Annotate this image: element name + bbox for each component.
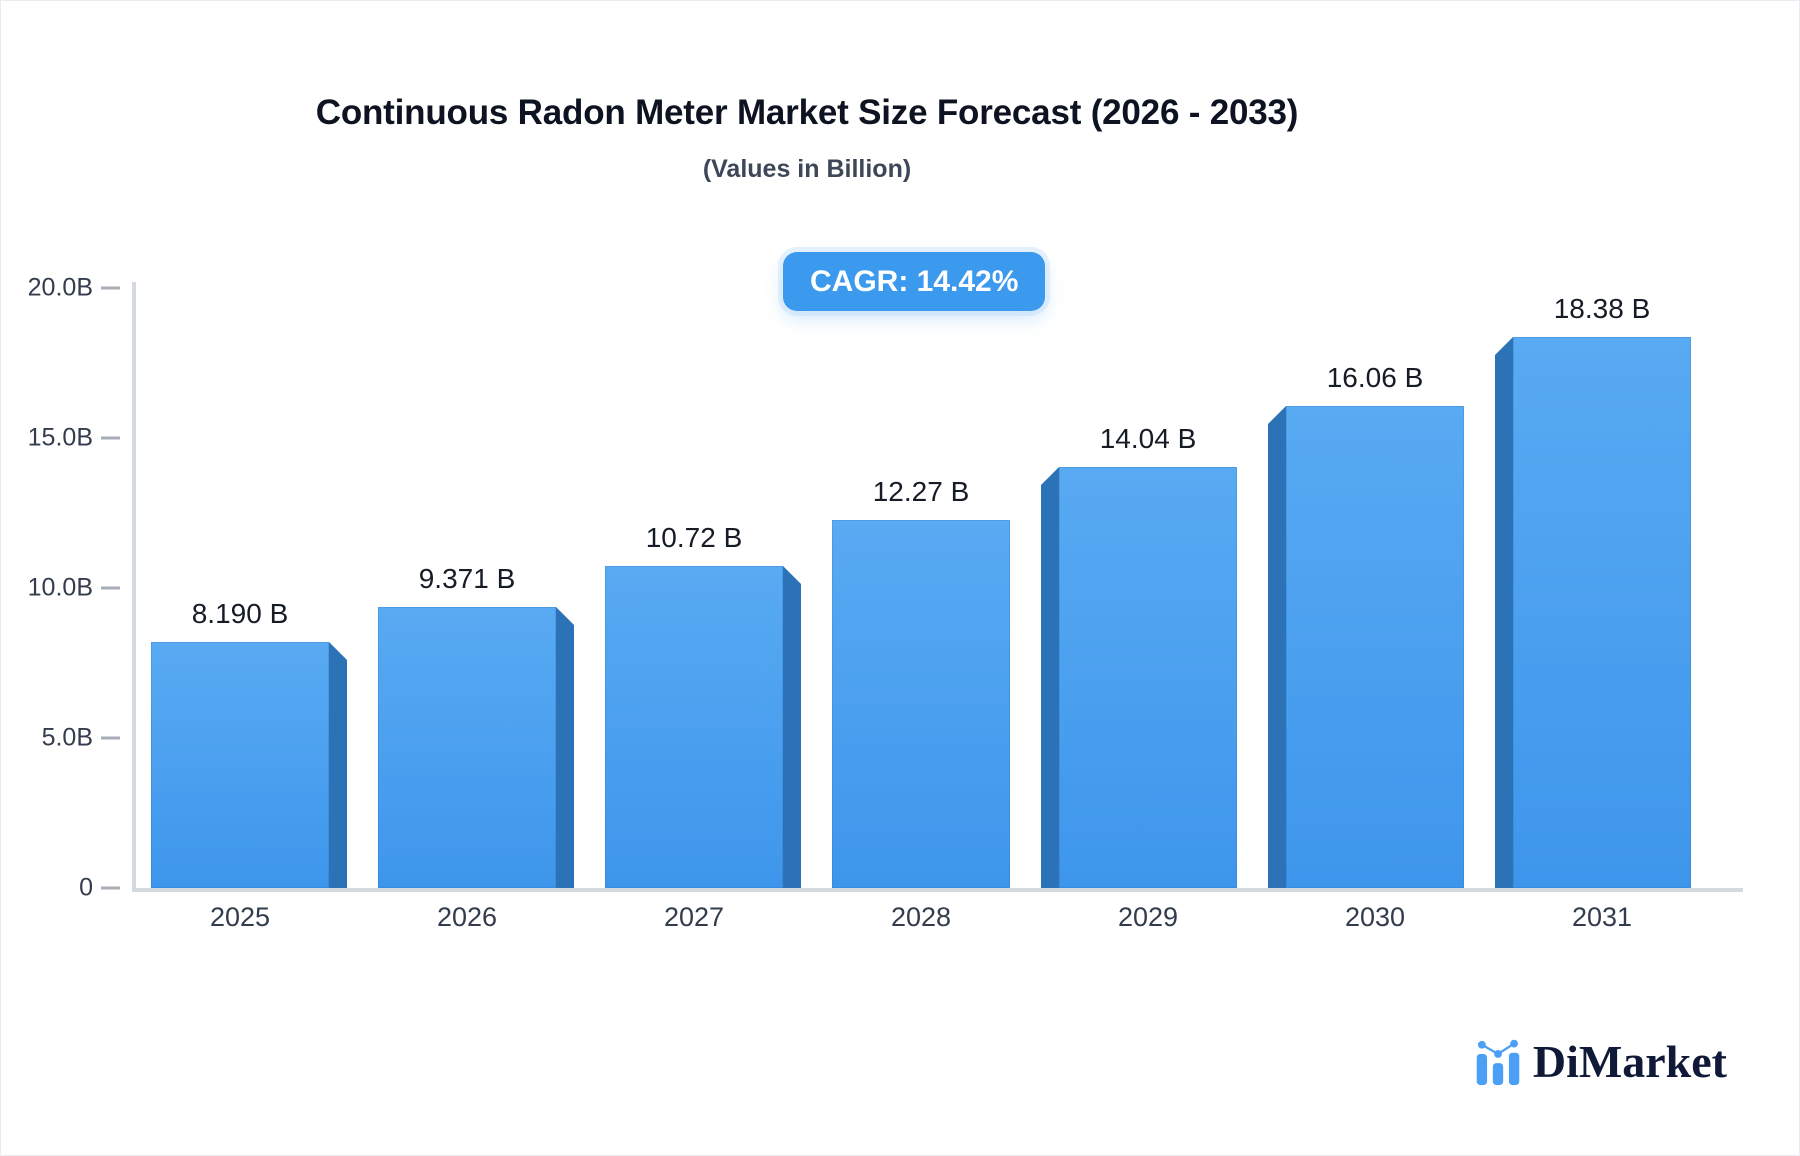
x-axis-label: 2025: [209, 902, 271, 932]
x-axis-label: 2027: [663, 902, 725, 932]
y-axis-tick-mark: [101, 586, 120, 590]
cagr-badge: CAGR: 14.42%: [783, 252, 1046, 311]
brand-logo: DiMarket: [1475, 1039, 1727, 1085]
y-axis-tick-mark: [101, 736, 120, 740]
y-axis-tick-label: 5.0B: [41, 723, 93, 752]
x-axis-label: 2030: [1344, 902, 1406, 932]
x-axis-label: 2031: [1571, 902, 1633, 932]
bar-value-label: 16.06 B: [1326, 362, 1424, 393]
bar-side-3d: [329, 642, 347, 888]
bar: [605, 566, 783, 888]
y-axis-line: [132, 282, 136, 892]
bar-chart-logo-icon: [1476, 1039, 1520, 1085]
bar-side-3d: [783, 566, 801, 888]
bar: [378, 607, 556, 888]
bar-value-label: 9.371 B: [418, 563, 516, 594]
bar-value-label: 14.04 B: [1099, 423, 1197, 454]
bar-side-3d: [1495, 337, 1513, 888]
bar: [1286, 406, 1464, 888]
x-axis-label: 2028: [890, 902, 952, 932]
bar: [1059, 467, 1237, 888]
chart-subtitle: (Values in Billion): [702, 155, 912, 183]
bar-value-label: 8.190 B: [191, 598, 289, 629]
y-axis-tick-label: 0: [79, 873, 93, 902]
brand-logo-text: DiMarket: [1532, 1036, 1727, 1087]
bar-side-3d: [1268, 406, 1286, 888]
y-axis-tick-label: 20.0B: [27, 273, 93, 302]
y-axis-tick-label: 10.0B: [27, 573, 93, 602]
bar: [1513, 337, 1691, 888]
x-axis-label: 2029: [1117, 902, 1179, 932]
bar: [151, 642, 329, 888]
bar-value-label: 12.27 B: [872, 476, 970, 507]
y-axis-tick-mark: [101, 286, 120, 290]
chart-title: Continuous Radon Meter Market Size Forec…: [315, 93, 1299, 132]
chart-header: Continuous Radon Meter Market Size Forec…: [1, 93, 1613, 184]
y-axis-tick-label: 15.0B: [27, 423, 93, 452]
y-axis-tick-mark: [101, 436, 120, 440]
y-axis-tick-mark: [101, 886, 120, 890]
x-axis-line: [132, 888, 1743, 892]
bar-value-label: 10.72 B: [645, 522, 743, 553]
x-axis-label: 2026: [436, 902, 498, 932]
bar-value-label: 18.38 B: [1553, 293, 1651, 324]
bar-side-3d: [556, 607, 574, 888]
bar: [832, 520, 1010, 888]
bar-side-3d: [1041, 467, 1059, 888]
